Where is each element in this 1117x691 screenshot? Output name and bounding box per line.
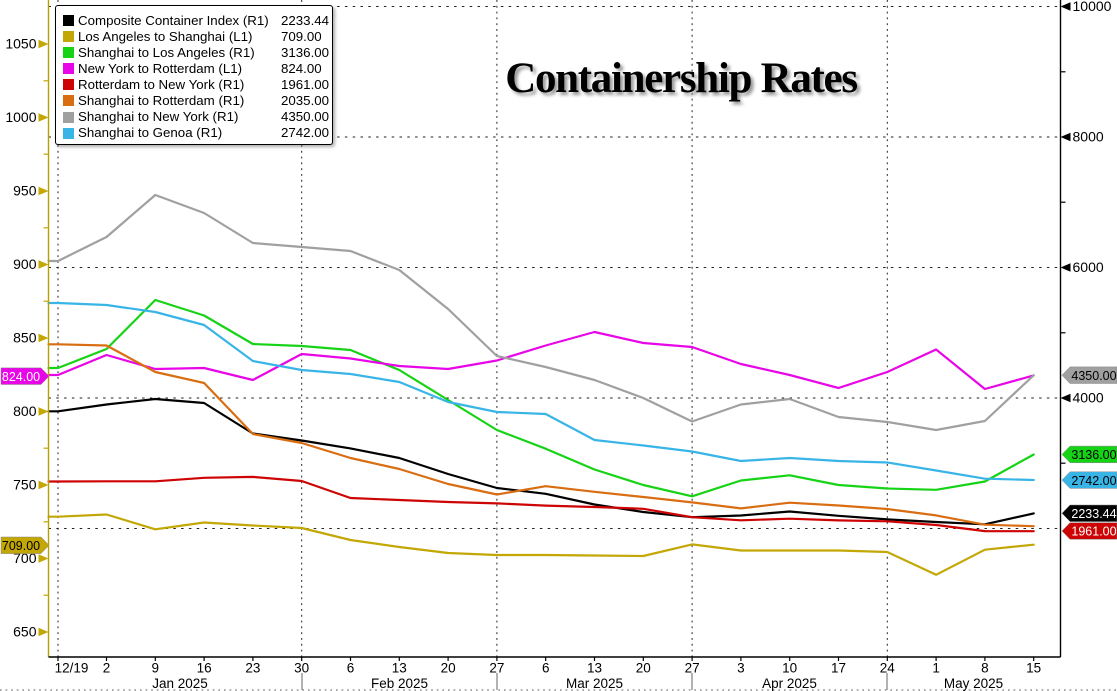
svg-text:Apr 2025: Apr 2025 xyxy=(762,676,817,691)
svg-text:824.00: 824.00 xyxy=(2,370,40,384)
svg-text:10000: 10000 xyxy=(1073,0,1112,14)
svg-text:8: 8 xyxy=(981,661,989,676)
svg-text:13: 13 xyxy=(392,661,407,676)
svg-text:10: 10 xyxy=(782,661,797,676)
svg-text:2: 2 xyxy=(103,661,111,676)
svg-text:9: 9 xyxy=(152,661,160,676)
svg-text:23: 23 xyxy=(245,661,260,676)
svg-text:17: 17 xyxy=(831,661,846,676)
svg-text:1000: 1000 xyxy=(5,109,36,125)
svg-text:4000: 4000 xyxy=(1073,390,1104,406)
svg-text:1050: 1050 xyxy=(5,36,36,52)
svg-text:27: 27 xyxy=(489,661,504,676)
svg-text:1: 1 xyxy=(932,661,940,676)
svg-text:950: 950 xyxy=(13,183,37,199)
svg-text:13: 13 xyxy=(587,661,602,676)
svg-text:27: 27 xyxy=(685,661,700,676)
svg-text:3136.00: 3136.00 xyxy=(1071,448,1116,462)
svg-text:6: 6 xyxy=(347,661,355,676)
svg-text:1961.00: 1961.00 xyxy=(1071,525,1116,539)
svg-text:850: 850 xyxy=(13,330,37,346)
svg-text:900: 900 xyxy=(13,256,37,272)
svg-text:Mar 2025: Mar 2025 xyxy=(566,676,623,691)
svg-text:750: 750 xyxy=(13,477,37,493)
svg-text:4350.00: 4350.00 xyxy=(1071,369,1116,383)
svg-text:Feb 2025: Feb 2025 xyxy=(371,676,428,691)
svg-text:16: 16 xyxy=(197,661,212,676)
svg-text:20: 20 xyxy=(636,661,651,676)
svg-text:2233.44: 2233.44 xyxy=(1071,507,1116,521)
svg-text:709.00: 709.00 xyxy=(2,539,40,553)
svg-text:2742.00: 2742.00 xyxy=(1071,474,1116,488)
svg-text:8000: 8000 xyxy=(1073,129,1104,145)
svg-text:15: 15 xyxy=(1026,661,1041,676)
svg-text:700: 700 xyxy=(13,550,37,566)
svg-text:24: 24 xyxy=(880,661,896,676)
svg-text:May 2025: May 2025 xyxy=(944,676,1003,691)
svg-text:800: 800 xyxy=(13,403,37,419)
svg-text:3: 3 xyxy=(737,661,745,676)
svg-text:Jan 2025: Jan 2025 xyxy=(152,676,208,691)
svg-text:12/19: 12/19 xyxy=(55,661,89,676)
svg-text:20: 20 xyxy=(441,661,456,676)
svg-text:6000: 6000 xyxy=(1073,259,1104,275)
svg-text:30: 30 xyxy=(294,661,309,676)
svg-text:6: 6 xyxy=(542,661,550,676)
svg-text:650: 650 xyxy=(13,624,37,640)
